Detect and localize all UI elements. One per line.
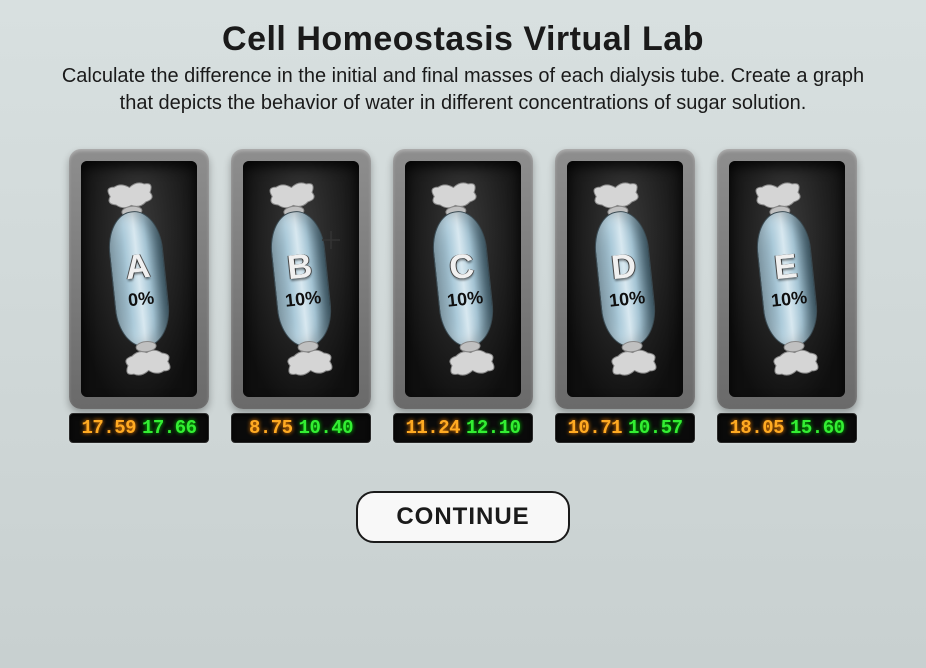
mass-readout: 17.59 17.66 bbox=[69, 413, 209, 443]
cabinet: C 10% bbox=[393, 149, 533, 409]
mass-readout: 10.71 10.57 bbox=[555, 413, 695, 443]
final-mass: 10.57 bbox=[628, 417, 683, 439]
final-mass: 15.60 bbox=[790, 417, 845, 439]
bag-percent: 10% bbox=[446, 287, 484, 312]
bag-percent: 10% bbox=[284, 287, 322, 312]
tubes-row: A 0% 17.59 17.66 bbox=[0, 149, 926, 449]
dialysis-bag[interactable]: B 10% bbox=[256, 176, 347, 382]
bag-tie-bottom-icon bbox=[601, 336, 665, 382]
bag-body: D 10% bbox=[591, 209, 659, 350]
page-title: Cell Homeostasis Virtual Lab bbox=[50, 20, 876, 59]
bag-tie-bottom-icon bbox=[277, 336, 341, 382]
initial-mass: 8.75 bbox=[249, 417, 293, 439]
mass-readout: 11.24 12.10 bbox=[393, 413, 533, 443]
initial-mass: 17.59 bbox=[81, 417, 136, 439]
dialysis-bag[interactable]: E 10% bbox=[742, 176, 833, 382]
continue-button[interactable]: CONTINUE bbox=[356, 491, 569, 543]
cabinet-interior: E 10% bbox=[729, 161, 845, 397]
bag-percent: 10% bbox=[770, 287, 808, 312]
bag-tie-bottom-icon bbox=[115, 336, 179, 382]
final-mass: 10.40 bbox=[299, 417, 354, 439]
mass-readout: 18.05 15.60 bbox=[717, 413, 857, 443]
dialysis-bag[interactable]: C 10% bbox=[418, 176, 509, 382]
bag-letter: C bbox=[448, 247, 477, 288]
dialysis-bag[interactable]: D 10% bbox=[580, 176, 671, 382]
mass-readout: 8.75 10.40 bbox=[231, 413, 371, 443]
cabinet: A 0% bbox=[69, 149, 209, 409]
bag-body: C 10% bbox=[429, 209, 497, 350]
bag-letter: B bbox=[286, 247, 315, 288]
tube-box-c: C 10% 11.24 12.10 bbox=[393, 149, 533, 449]
initial-mass: 11.24 bbox=[405, 417, 460, 439]
tube-box-a: A 0% 17.59 17.66 bbox=[69, 149, 209, 449]
cabinet: E 10% bbox=[717, 149, 857, 409]
cabinet: B 10% bbox=[231, 149, 371, 409]
cabinet-interior: C 10% bbox=[405, 161, 521, 397]
bag-letter: D bbox=[610, 247, 639, 288]
cabinet-interior: D 10% bbox=[567, 161, 683, 397]
bag-percent: 10% bbox=[608, 287, 646, 312]
bag-body: A 0% bbox=[105, 209, 173, 350]
initial-mass: 18.05 bbox=[729, 417, 784, 439]
bag-body: B 10% bbox=[267, 209, 335, 350]
cabinet: D 10% bbox=[555, 149, 695, 409]
instructions-text: Calculate the difference in the initial … bbox=[58, 63, 868, 117]
bag-letter: A bbox=[124, 247, 153, 288]
bag-body: E 10% bbox=[753, 209, 821, 350]
bag-letter: E bbox=[772, 247, 799, 288]
tube-box-b: B 10% 8.75 10.40 bbox=[231, 149, 371, 449]
cabinet-interior: A 0% bbox=[81, 161, 197, 397]
tube-box-e: E 10% 18.05 15.60 bbox=[717, 149, 857, 449]
dialysis-bag[interactable]: A 0% bbox=[94, 176, 185, 382]
tube-box-d: D 10% 10.71 10.57 bbox=[555, 149, 695, 449]
bag-percent: 0% bbox=[127, 288, 155, 312]
bag-tie-bottom-icon bbox=[763, 336, 827, 382]
final-mass: 12.10 bbox=[466, 417, 521, 439]
initial-mass: 10.71 bbox=[567, 417, 622, 439]
cabinet-interior: B 10% bbox=[243, 161, 359, 397]
bag-tie-bottom-icon bbox=[439, 336, 503, 382]
final-mass: 17.66 bbox=[142, 417, 197, 439]
